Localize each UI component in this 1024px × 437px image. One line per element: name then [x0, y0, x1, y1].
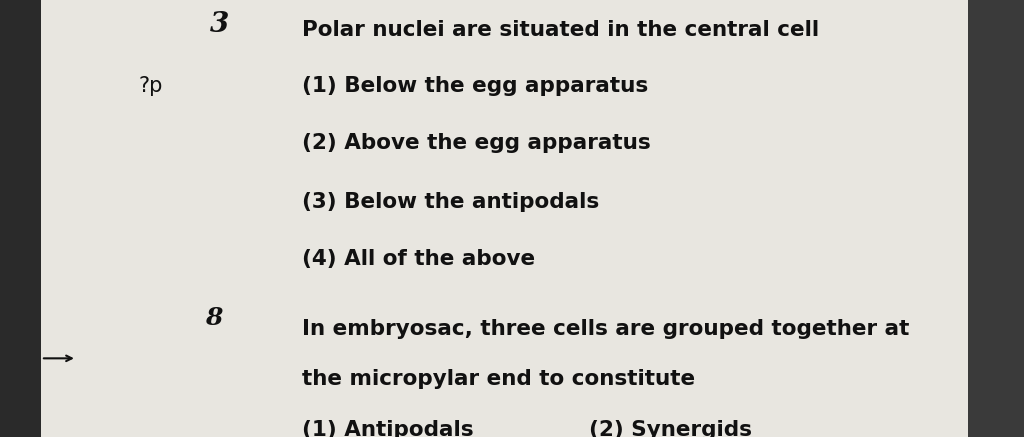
Bar — [968, 0, 1024, 437]
Text: ?p: ?p — [138, 76, 163, 97]
Text: (2) Above the egg apparatus: (2) Above the egg apparatus — [302, 133, 651, 153]
Text: (4) All of the above: (4) All of the above — [302, 249, 536, 269]
Bar — [0, 0, 41, 437]
Text: (3) Below the antipodals: (3) Below the antipodals — [302, 192, 599, 212]
Text: (1) Antipodals: (1) Antipodals — [302, 420, 474, 437]
Text: 8: 8 — [205, 306, 222, 330]
Text: (2) Synergids: (2) Synergids — [589, 420, 752, 437]
Text: the micropylar end to constitute: the micropylar end to constitute — [302, 369, 695, 389]
Text: In embryosac, three cells are grouped together at: In embryosac, three cells are grouped to… — [302, 319, 909, 339]
Text: Polar nuclei are situated in the central cell: Polar nuclei are situated in the central… — [302, 20, 819, 40]
Text: 3: 3 — [210, 11, 229, 38]
Text: (1) Below the egg apparatus: (1) Below the egg apparatus — [302, 76, 648, 97]
